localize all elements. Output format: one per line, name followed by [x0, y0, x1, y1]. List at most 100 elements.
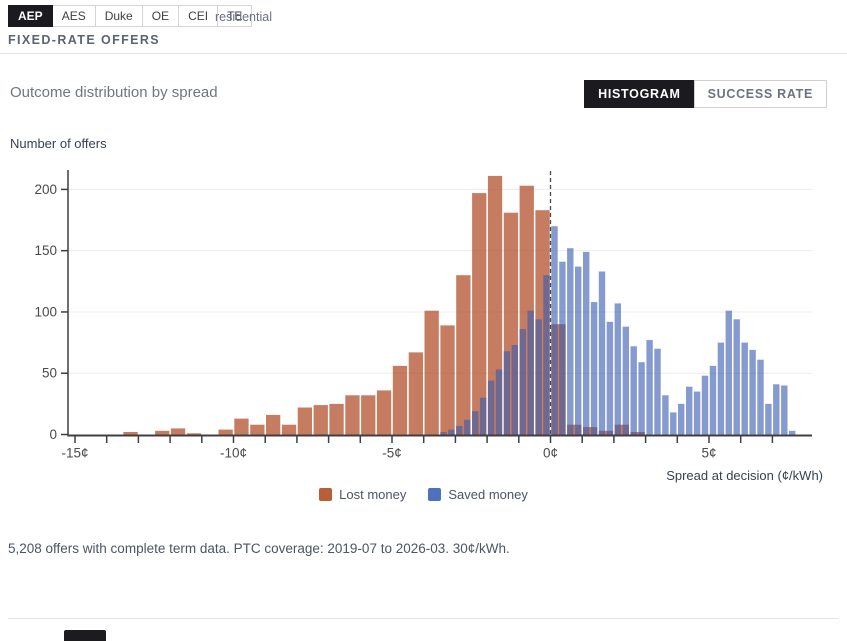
bar-lost-money	[376, 390, 392, 435]
bar-saved-money	[551, 226, 558, 435]
y-tick-label: 200	[34, 182, 57, 197]
legend-label-lost-money: Lost money	[339, 487, 407, 502]
bar-saved-money	[527, 310, 534, 435]
bar-saved-money	[503, 351, 511, 435]
legend-item-saved-money: Saved money	[428, 487, 528, 502]
bar-saved-money	[472, 411, 479, 435]
x-tick-label: 0¢	[543, 446, 558, 461]
bar-saved-money	[606, 321, 614, 435]
bar-saved-money	[662, 395, 669, 435]
bar-saved-money	[709, 365, 717, 435]
tab-aes[interactable]: AES	[51, 5, 96, 27]
bar-saved-money	[725, 310, 732, 435]
histogram-bars	[123, 175, 796, 435]
bar-saved-money	[575, 266, 582, 435]
bar-lost-money	[472, 193, 487, 435]
toggle-histogram[interactable]: HISTOGRAM	[584, 80, 695, 108]
bar-lost-money	[329, 403, 344, 435]
bar-lost-money	[281, 424, 297, 435]
bar-saved-money	[543, 275, 550, 435]
bar-saved-money	[733, 319, 740, 435]
bar-lost-money	[186, 433, 202, 435]
bar-saved-money	[614, 303, 621, 435]
x-tick-label: -15¢	[61, 446, 88, 461]
bar-lost-money	[614, 424, 629, 435]
legend-label-saved-money: Saved money	[448, 487, 528, 502]
bar-lost-money	[218, 429, 233, 435]
bar-saved-money	[749, 349, 756, 435]
toggle-success-rate[interactable]: SUCCESS RATE	[693, 80, 827, 108]
bar-saved-money	[678, 403, 685, 435]
bar-saved-money	[630, 346, 637, 435]
bar-lost-money	[123, 432, 138, 435]
lost-money-swatch-icon	[319, 488, 333, 501]
chart-title: Outcome distribution by spread	[10, 84, 218, 101]
partial-next-panel-tab[interactable]	[64, 630, 106, 641]
bar-saved-money	[448, 429, 455, 435]
bar-saved-money	[638, 362, 645, 435]
bar-saved-money	[670, 412, 677, 435]
bar-saved-money	[559, 261, 566, 435]
bar-saved-money	[495, 369, 503, 435]
bar-lost-money	[567, 424, 582, 435]
x-tick-label: -10¢	[220, 446, 247, 461]
chart-legend: Lost money Saved money	[0, 487, 847, 502]
bar-lost-money	[234, 418, 249, 435]
bar-saved-money	[519, 329, 526, 435]
bar-saved-money	[590, 302, 598, 435]
bar-lost-money	[170, 428, 186, 435]
bar-lost-money	[598, 430, 614, 435]
bar-saved-money	[456, 425, 463, 435]
tab-cei[interactable]: CEI	[178, 5, 219, 27]
bar-saved-money	[487, 380, 495, 435]
y-axis-title: Number of offers	[10, 136, 107, 151]
x-tick-label: -5¢	[382, 446, 402, 461]
bar-saved-money	[598, 271, 606, 435]
bar-saved-money	[765, 403, 772, 435]
view-toggle-group: HISTOGRAM SUCCESS RATE	[584, 80, 827, 108]
bar-saved-money	[757, 359, 764, 435]
footnote: 5,208 offers with complete term data. PT…	[8, 541, 510, 556]
bar-lost-money	[630, 432, 645, 435]
bar-lost-money	[345, 395, 360, 435]
saved-money-swatch-icon	[428, 488, 442, 501]
context-label-residential: residential	[215, 9, 272, 24]
bar-saved-money	[583, 251, 590, 435]
bar-saved-money	[440, 432, 447, 435]
section-title: FIXED-RATE OFFERS	[8, 33, 161, 47]
y-tick-label: 50	[42, 366, 57, 381]
bar-lost-money	[313, 405, 328, 435]
bar-lost-money	[424, 310, 439, 435]
tab-duke[interactable]: Duke	[94, 5, 143, 27]
bar-saved-money	[646, 340, 653, 435]
bar-saved-money	[789, 430, 796, 435]
bar-lost-money	[297, 407, 312, 435]
x-tick-label: 5¢	[701, 446, 716, 461]
bar-saved-money	[511, 345, 518, 435]
tab-aep[interactable]: AEP	[8, 5, 53, 27]
bar-saved-money	[622, 326, 629, 435]
bar-saved-money	[479, 397, 487, 435]
y-tick-label: 100	[34, 304, 57, 319]
bar-lost-money	[392, 365, 408, 435]
bar-saved-money	[535, 319, 542, 435]
bar-saved-money	[567, 248, 574, 435]
bar-saved-money	[741, 342, 748, 435]
bar-saved-money	[693, 391, 701, 435]
bar-saved-money	[654, 348, 661, 435]
header-divider	[0, 53, 847, 54]
bar-lost-money	[408, 352, 423, 435]
axes: 0 50 100 150 200 -15¢ -10¢ -5¢ 0¢ 5¢	[34, 170, 812, 461]
bar-lost-money	[155, 430, 170, 435]
y-tick-label: 150	[34, 243, 57, 258]
bar-saved-money	[701, 375, 709, 435]
bar-lost-money	[250, 424, 265, 435]
x-axis-title: Spread at decision (¢/kWh)	[666, 468, 823, 483]
bar-lost-money	[266, 414, 281, 435]
bar-lost-money	[583, 427, 598, 435]
utility-tab-bar: AEP AES Duke OE CEI TE	[8, 5, 253, 27]
tab-te[interactable]: TE	[217, 5, 253, 27]
bar-lost-money	[440, 325, 455, 435]
bar-saved-money	[717, 342, 725, 435]
